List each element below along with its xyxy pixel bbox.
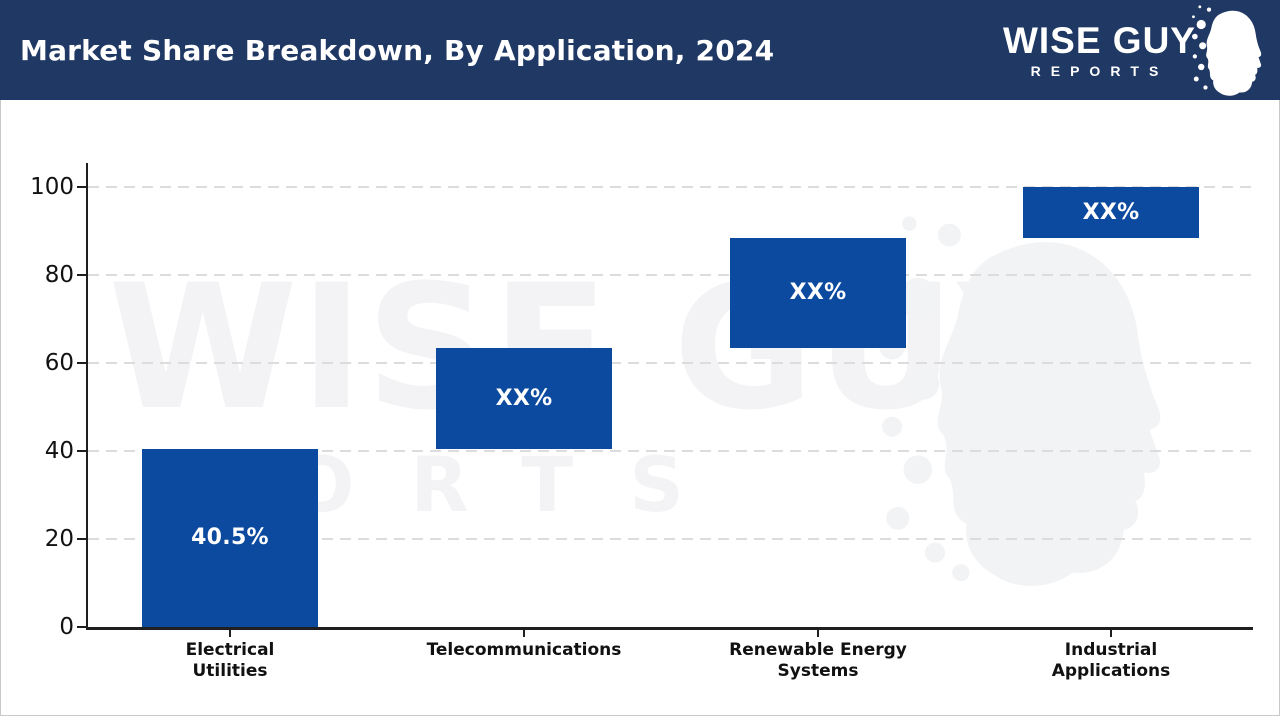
y-tick-label-20: 20 (44, 526, 74, 552)
y-tick-0 (77, 626, 86, 628)
category-label-3: Renewable Energy Systems (729, 640, 907, 681)
y-tick-40 (77, 450, 86, 452)
gridline-20 (88, 538, 1253, 540)
y-tick-label-0: 0 (59, 614, 74, 640)
x-tick-4 (1110, 630, 1112, 637)
bar-value-label: 40.5% (191, 525, 269, 551)
wiseguy-logo: WISE GUY REPORTS (1003, 4, 1266, 96)
category-label-1: Electrical Utilities (185, 640, 275, 681)
y-tick-80 (77, 274, 86, 276)
y-tick-label-60: 60 (44, 350, 74, 376)
bar-2: XX% (436, 347, 612, 449)
page-title: Market Share Breakdown, By Application, … (20, 33, 775, 67)
y-axis-line (86, 163, 88, 630)
bar-4: XX% (1023, 187, 1199, 238)
bar-3: XX% (730, 237, 906, 348)
y-tick-100 (77, 186, 86, 188)
x-tick-3 (817, 630, 819, 637)
logo-subtitle: REPORTS (1030, 62, 1169, 79)
bar-value-label: XX% (1082, 199, 1140, 225)
gridline-80 (88, 274, 1253, 276)
x-tick-1 (229, 630, 231, 637)
logo-wordmark: WISE GUY REPORTS (1002, 19, 1196, 79)
y-tick-20 (77, 538, 86, 540)
category-label-2: Telecommunications (426, 640, 622, 660)
y-tick-label-40: 40 (44, 438, 74, 464)
header-bar: Market Share Breakdown, By Application, … (0, 0, 1280, 100)
logo-title: WISE GUY (1002, 19, 1196, 61)
x-axis-line (86, 627, 1253, 630)
bar-value-label: XX% (789, 280, 847, 306)
watermark-head-icon (879, 216, 1161, 586)
y-tick-label-80: 80 (44, 262, 74, 288)
gridline-100 (88, 186, 1253, 188)
category-label-4: Industrial Applications (1051, 640, 1171, 681)
bar-1: 40.5% (142, 448, 318, 627)
bar-value-label: XX% (495, 385, 553, 411)
logo-head-icon (1192, 5, 1262, 96)
x-tick-2 (523, 630, 525, 637)
gridline-60 (88, 362, 1253, 364)
y-tick-60 (77, 362, 86, 364)
gridline-40 (88, 450, 1253, 452)
y-tick-label-100: 100 (30, 174, 74, 200)
